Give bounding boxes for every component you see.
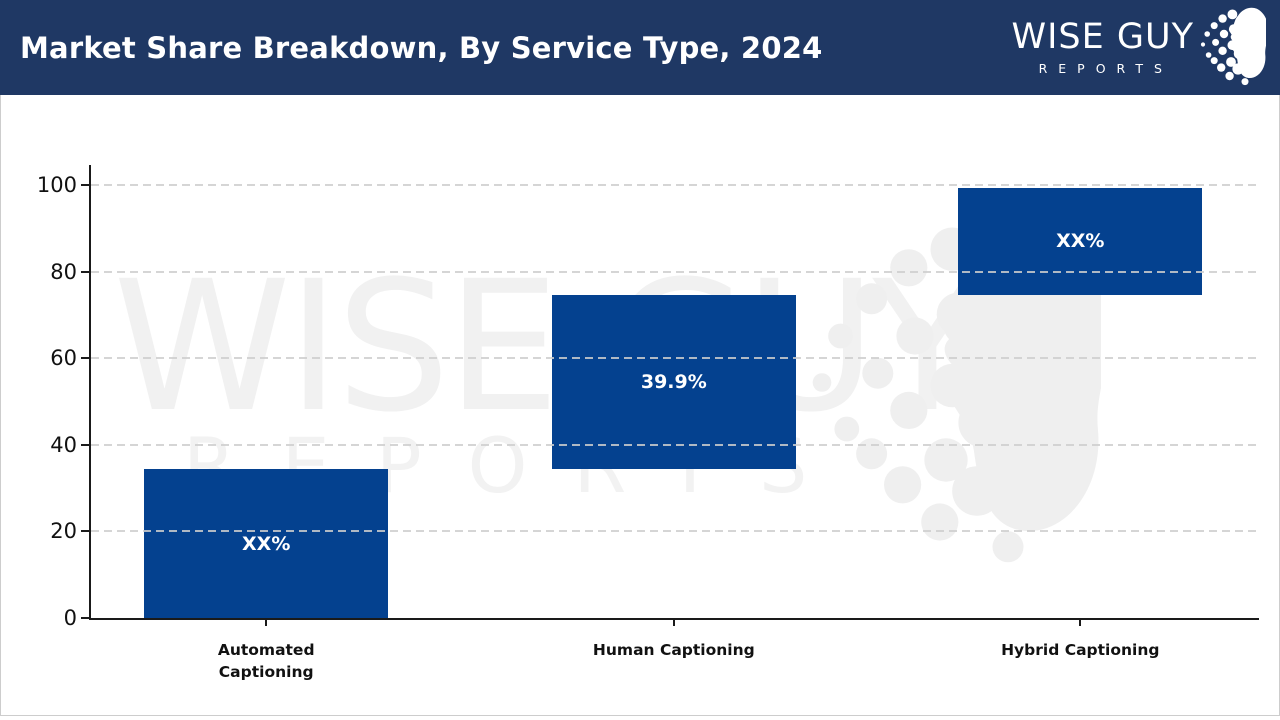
- gridline: [91, 183, 1258, 186]
- x-axis-category-label: Human Captioning: [592, 641, 755, 659]
- x-axis-tick: [1079, 618, 1082, 626]
- logo-face-icon: [1200, 7, 1266, 85]
- x-axis-category-label: Hybrid Captioning: [1001, 641, 1160, 659]
- logo-text: WISE GUY REPORTS: [1011, 16, 1194, 76]
- y-axis-tick-label: 60: [50, 346, 77, 371]
- gridline: [91, 530, 1258, 533]
- y-axis-tick-label: 0: [63, 606, 77, 630]
- bar-segment[interactable]: [958, 187, 1203, 296]
- y-axis-tick: [81, 443, 89, 446]
- bar-segment[interactable]: [551, 295, 796, 470]
- bar-value-label: 39.9%: [640, 371, 707, 394]
- chart-title: Market Share Breakdown, By Service Type,…: [20, 30, 823, 65]
- wiseguy-logo: WISE GUY REPORTS: [1011, 6, 1266, 90]
- gridline: [91, 270, 1258, 273]
- bar-value-label: XX%: [1056, 230, 1105, 253]
- logo-subtext: REPORTS: [1038, 60, 1173, 76]
- gridline: [91, 443, 1258, 446]
- x-axis-category-label: Automated Captioning: [217, 641, 315, 681]
- x-axis-tick: [672, 618, 675, 626]
- y-axis-tick-label: 20: [50, 519, 77, 544]
- y-axis-tick-label: 40: [50, 432, 77, 457]
- y-axis-tick: [81, 617, 89, 619]
- y-axis-tick: [81, 357, 89, 360]
- bar-segment[interactable]: [144, 469, 389, 618]
- y-axis-tick: [81, 183, 89, 186]
- y-axis-tick: [81, 530, 89, 533]
- x-axis-tick: [265, 618, 268, 626]
- header: Market Share Breakdown, By Service Type,…: [0, 0, 1280, 95]
- y-axis-tick-label: 100: [36, 172, 77, 197]
- y-axis-tick-label: 80: [50, 259, 77, 284]
- plot-area: 0 20 40 60 80 100 XX% Automated Captioning 39.9%…: [37, 165, 1259, 681]
- y-axis-tick: [81, 270, 89, 273]
- gridline: [91, 357, 1258, 360]
- logo-wordmark: WISE GUY: [1011, 16, 1194, 57]
- bar-value-label: XX%: [242, 532, 291, 555]
